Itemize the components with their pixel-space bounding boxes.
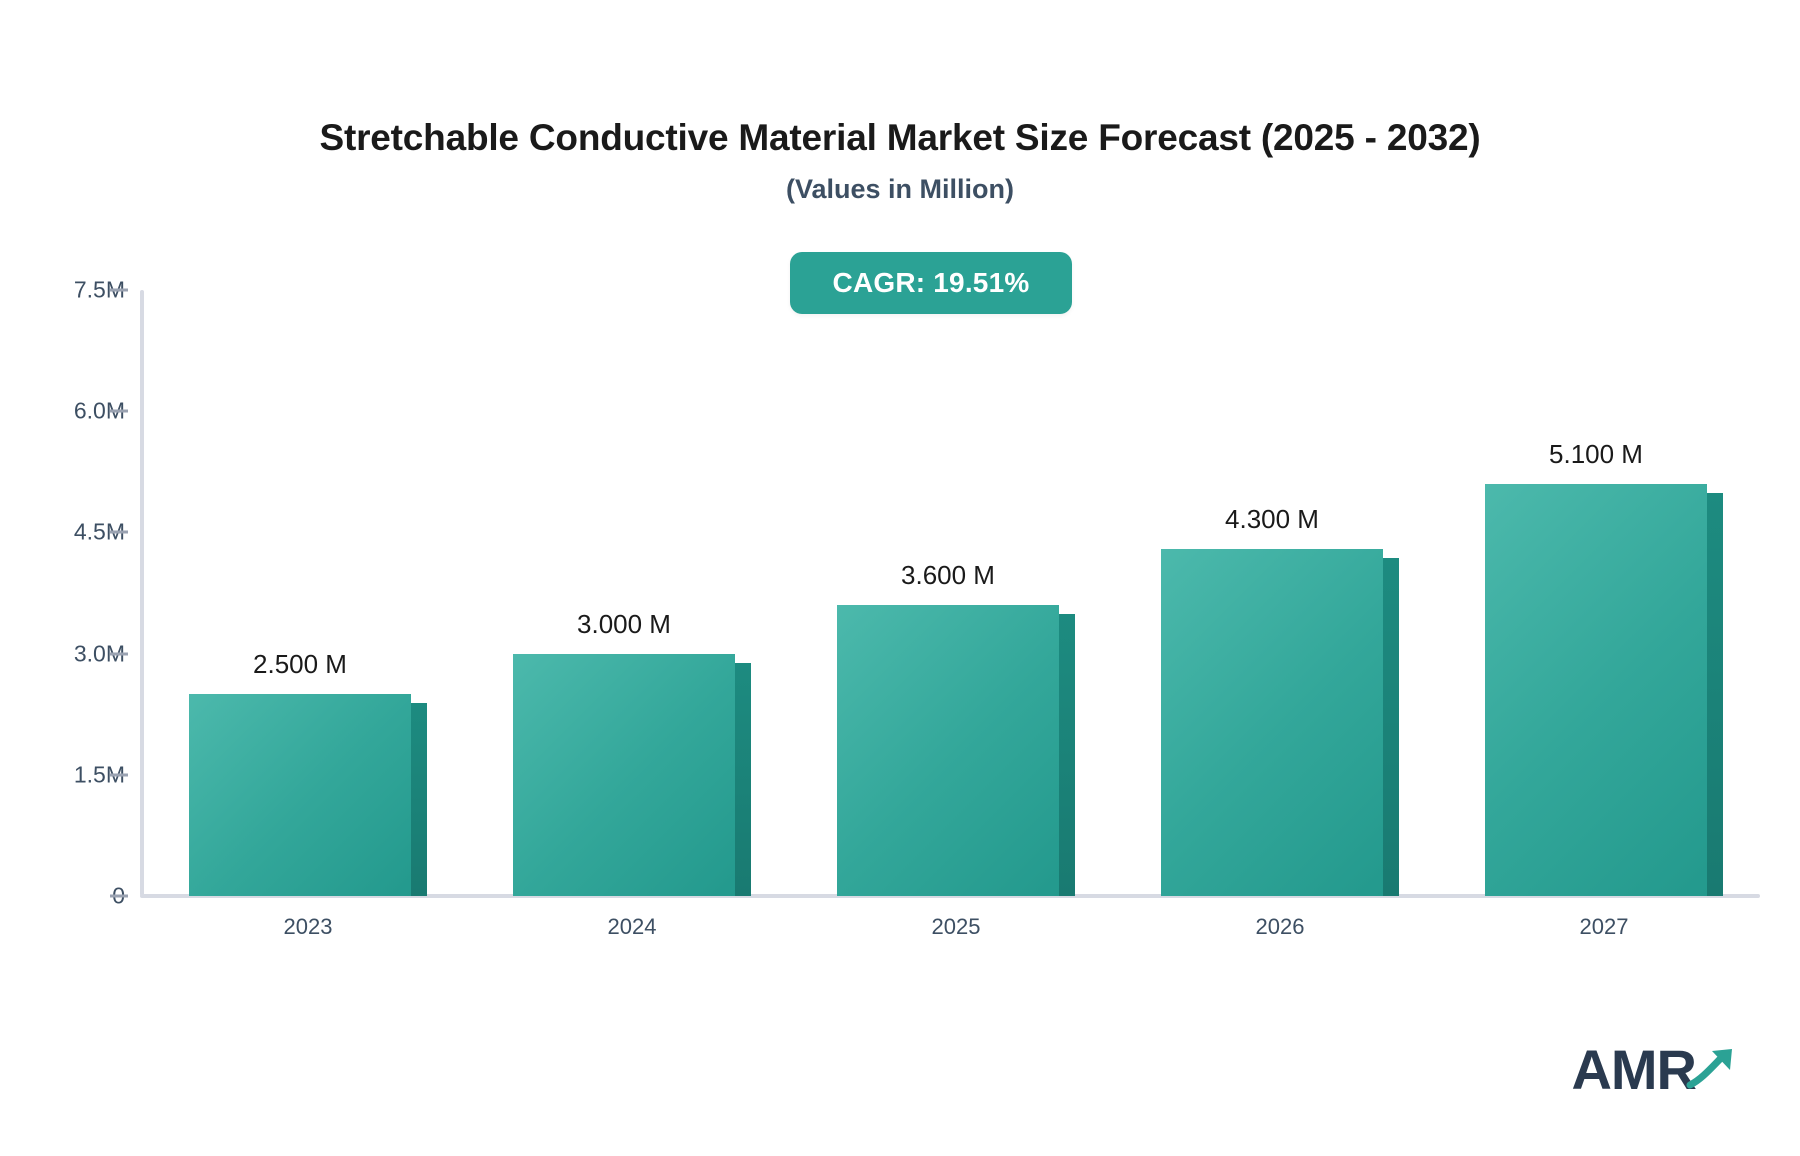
y-axis-tick-label: 6.0M [73, 397, 125, 424]
y-axis-tick-mark [110, 894, 128, 898]
cagr-badge: CAGR: 19.51% [790, 252, 1072, 314]
y-axis-tick-label: 7.5M [73, 276, 125, 303]
bar-front-face [1161, 548, 1383, 896]
y-axis-tick-label: 0 [0, 883, 125, 910]
growth-arrow-icon [1686, 1045, 1742, 1094]
bar-side-face [735, 662, 751, 896]
bar-side-face [1707, 492, 1723, 896]
y-axis-tick-label: 1.5M [73, 761, 125, 788]
amr-logo-text: AMR [1571, 1038, 1697, 1101]
bar-front-face [1485, 483, 1707, 896]
bar-value-label: 4.300 M [1225, 503, 1319, 534]
bar-side-face [1383, 557, 1399, 896]
x-axis-category-label: 2025 [931, 914, 981, 939]
amr-logo: AMR [1571, 1042, 1742, 1098]
bar-front-face [513, 653, 735, 896]
y-axis-tick-mark [110, 530, 128, 534]
x-axis-category-label: 2024 [607, 914, 657, 939]
bar-value-label: 5.100 M [1549, 438, 1643, 469]
bar-column[interactable]: 2.500 M 2023 [189, 290, 427, 939]
cagr-badge-label: CAGR: 19.51% [832, 267, 1030, 298]
x-axis-category-label: 2023 [283, 914, 333, 939]
x-axis-category-label: 2027 [1579, 914, 1629, 939]
bar-front-face [189, 694, 411, 896]
bar-column[interactable]: 5.100 M 2027 [1485, 290, 1723, 939]
bar-value-label: 3.000 M [577, 608, 671, 639]
y-axis-tick-label: 4.5M [73, 518, 125, 545]
bar-series: 2.500 M 2023 3.000 M 2024 3.600 M 2025 4.300 M… [140, 290, 1760, 939]
y-axis-tick-label: 3.0M [73, 640, 125, 667]
page-title: Stretchable Conductive Material Market S… [319, 117, 1481, 158]
y-axis-tick-mark [110, 773, 128, 777]
y-axis-tick-mark [110, 288, 128, 292]
y-axis-tick-mark [110, 652, 128, 656]
bar-column[interactable]: 3.600 M 2025 [837, 290, 1075, 939]
bar-column[interactable]: 3.000 M 2024 [513, 290, 751, 939]
chart-subtitle: (Values in Million) [785, 174, 1015, 204]
bar-side-face [1059, 614, 1075, 896]
bar-value-label: 2.500 M [253, 649, 347, 679]
y-axis-tick-mark [110, 409, 128, 413]
bar-front-face [837, 605, 1059, 896]
bar-column[interactable]: 4.300 M 2026 [1161, 290, 1399, 939]
bar-side-face [411, 703, 427, 896]
x-axis-line [140, 894, 1760, 898]
x-axis-category-label: 2026 [1255, 914, 1305, 939]
bar-value-label: 3.600 M [901, 560, 995, 591]
y-axis-line [140, 290, 144, 896]
